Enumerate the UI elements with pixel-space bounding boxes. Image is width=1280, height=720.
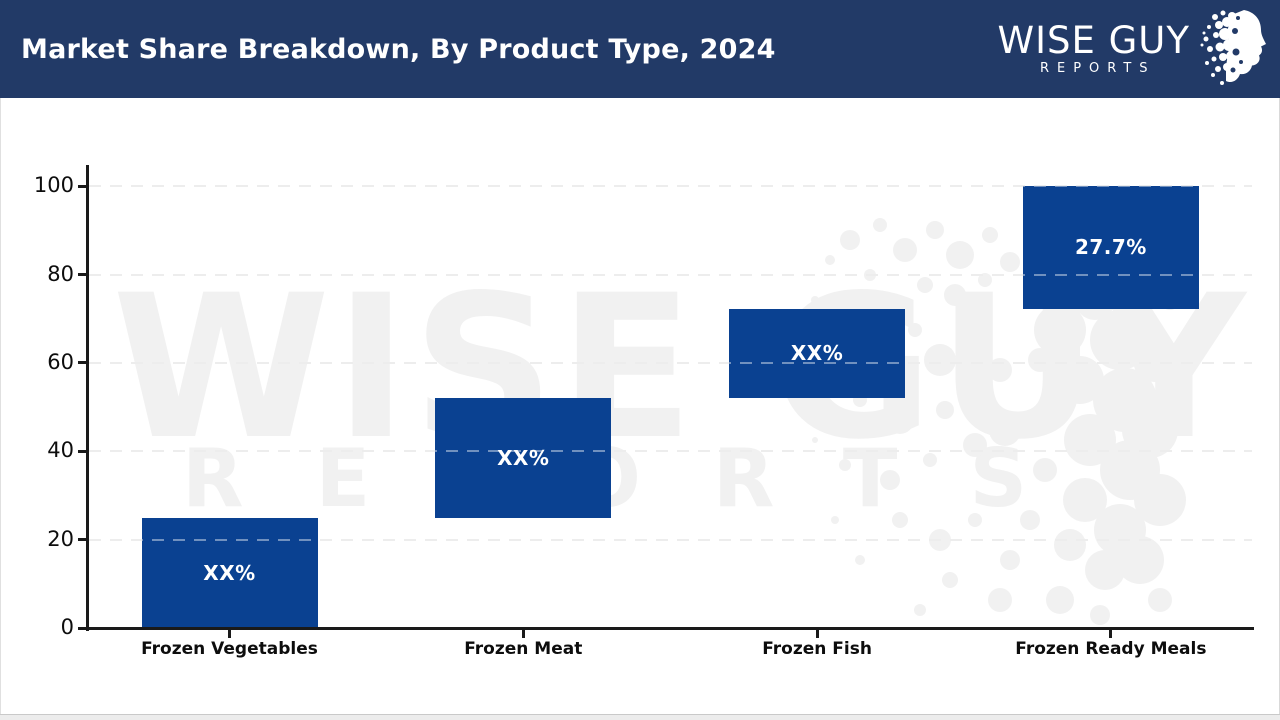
page-left-border xyxy=(0,98,1,720)
y-axis-spine xyxy=(86,165,89,631)
logo-wordmark: WISE GUY xyxy=(997,18,1190,62)
bar-frozen-ready-meals: 27.7% xyxy=(1022,186,1199,309)
y-tick-label: 20 xyxy=(47,526,74,551)
gridline-60 xyxy=(89,361,1252,364)
y-tick-label: 80 xyxy=(47,261,74,286)
x-category-label: Frozen Ready Meals xyxy=(1015,639,1207,659)
y-tick-label: 60 xyxy=(47,349,74,374)
x-axis-spine xyxy=(86,627,1254,630)
y-tick-mark xyxy=(78,538,87,542)
gridline-40 xyxy=(89,450,1252,453)
gridline-80 xyxy=(89,273,1252,276)
y-tick-label: 40 xyxy=(47,438,74,463)
x-tick-mark xyxy=(1109,630,1113,638)
dotted-face-profile-icon xyxy=(1200,10,1266,85)
gridline-60 xyxy=(89,361,1252,364)
y-tick-mark xyxy=(78,626,87,630)
bar-frozen-vegetables: XX% xyxy=(141,517,318,628)
gridline-100 xyxy=(89,185,1252,188)
gridline-40 xyxy=(89,450,1252,453)
logo-subtitle: REPORTS xyxy=(1039,61,1156,77)
waterfall-chart: XX% XX% XX% 27.7% 0 20 40 60 80 100 Frozen Veget… xyxy=(0,98,1280,714)
x-category-label: Frozen Fish xyxy=(762,639,872,659)
x-tick-mark xyxy=(815,630,819,638)
y-tick-label: 0 xyxy=(60,615,74,639)
x-category-label: Frozen Meat xyxy=(464,639,583,659)
gridline-20 xyxy=(89,538,1252,541)
bar-value-label: XX% xyxy=(790,341,844,366)
x-category-label: Frozen Vegetables xyxy=(141,639,318,659)
bar-frozen-fish: XX% xyxy=(729,308,906,399)
x-tick-mark xyxy=(521,630,525,638)
header-bar: Market Share Breakdown, By Product Type,… xyxy=(0,0,1280,98)
logo-text: WISE GUY REPORTS xyxy=(997,18,1190,77)
bar-value-label: XX% xyxy=(203,560,256,585)
x-tick-mark xyxy=(228,630,231,638)
bar-frozen-meat: XX% xyxy=(435,398,612,518)
gridline-100 xyxy=(89,185,1252,188)
page-bottom-strip xyxy=(0,714,1280,720)
gridline-20 xyxy=(89,538,1252,541)
wise-guy-reports-logo: WISE GUY REPORTS xyxy=(998,4,1274,94)
y-tick-label: 100 xyxy=(33,173,74,198)
bar-value-label: XX% xyxy=(497,445,550,470)
y-tick-mark xyxy=(78,361,87,365)
bar-value-label: 27.7% xyxy=(1074,235,1147,260)
y-tick-mark xyxy=(78,449,87,453)
y-tick-mark xyxy=(78,184,87,188)
gridline-80 xyxy=(89,273,1252,276)
y-tick-mark xyxy=(78,273,87,277)
page-title: Market Share Breakdown, By Product Type,… xyxy=(21,33,776,65)
